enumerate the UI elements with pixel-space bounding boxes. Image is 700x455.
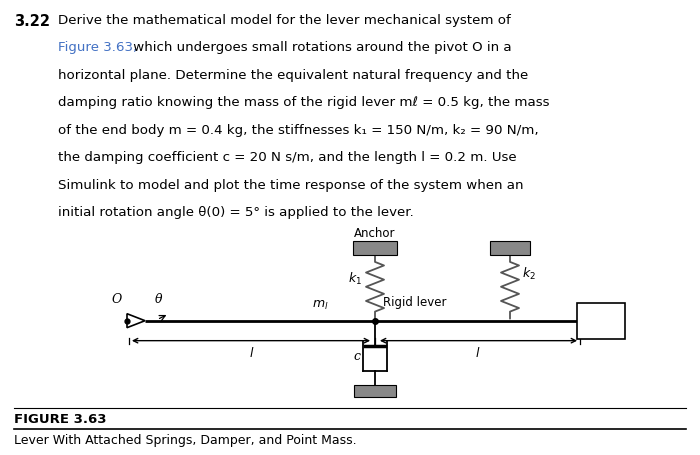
- Text: Simulink to model and plot the time response of the system when an: Simulink to model and plot the time resp…: [58, 178, 524, 192]
- Bar: [490, 241, 530, 255]
- Text: damping ratio knowing the mass of the rigid lever mℓ = 0.5 kg, the mass: damping ratio knowing the mass of the ri…: [58, 96, 550, 109]
- Text: $m_l$: $m_l$: [312, 298, 328, 311]
- Text: c: c: [353, 349, 360, 362]
- Text: O: O: [112, 292, 122, 305]
- Text: m: m: [595, 314, 608, 328]
- Text: Anchor: Anchor: [354, 226, 395, 239]
- Text: $k_2$: $k_2$: [522, 265, 536, 281]
- Text: initial rotation angle θ(0) = 5° is applied to the lever.: initial rotation angle θ(0) = 5° is appl…: [58, 206, 414, 219]
- Text: $k_1$: $k_1$: [348, 270, 362, 286]
- Bar: [577, 303, 625, 339]
- Text: Rigid lever: Rigid lever: [383, 295, 447, 308]
- Text: the damping coefficient c = 20 N s/m, and the length l = 0.2 m. Use: the damping coefficient c = 20 N s/m, an…: [58, 151, 517, 164]
- Text: FIGURE 3.63: FIGURE 3.63: [14, 412, 106, 425]
- Text: θ: θ: [155, 292, 162, 305]
- Text: Lever With Attached Springs, Damper, and Point Mass.: Lever With Attached Springs, Damper, and…: [14, 433, 356, 446]
- Text: 3.22: 3.22: [14, 14, 50, 29]
- Text: horizontal plane. Determine the equivalent natural frequency and the: horizontal plane. Determine the equivale…: [58, 69, 528, 82]
- Text: Figure 3.63,: Figure 3.63,: [58, 41, 137, 54]
- Text: Derive the mathematical model for the lever mechanical system of: Derive the mathematical model for the le…: [58, 14, 511, 27]
- Bar: [354, 385, 396, 397]
- Text: $l$: $l$: [249, 345, 255, 359]
- Text: of the end body m = 0.4 kg, the stiffnesses k₁ = 150 N/m, k₂ = 90 N/m,: of the end body m = 0.4 kg, the stiffnes…: [58, 124, 538, 136]
- Bar: [353, 241, 397, 255]
- Text: which undergoes small rotations around the pivot O in a: which undergoes small rotations around t…: [129, 41, 512, 54]
- Text: $l$: $l$: [475, 345, 480, 359]
